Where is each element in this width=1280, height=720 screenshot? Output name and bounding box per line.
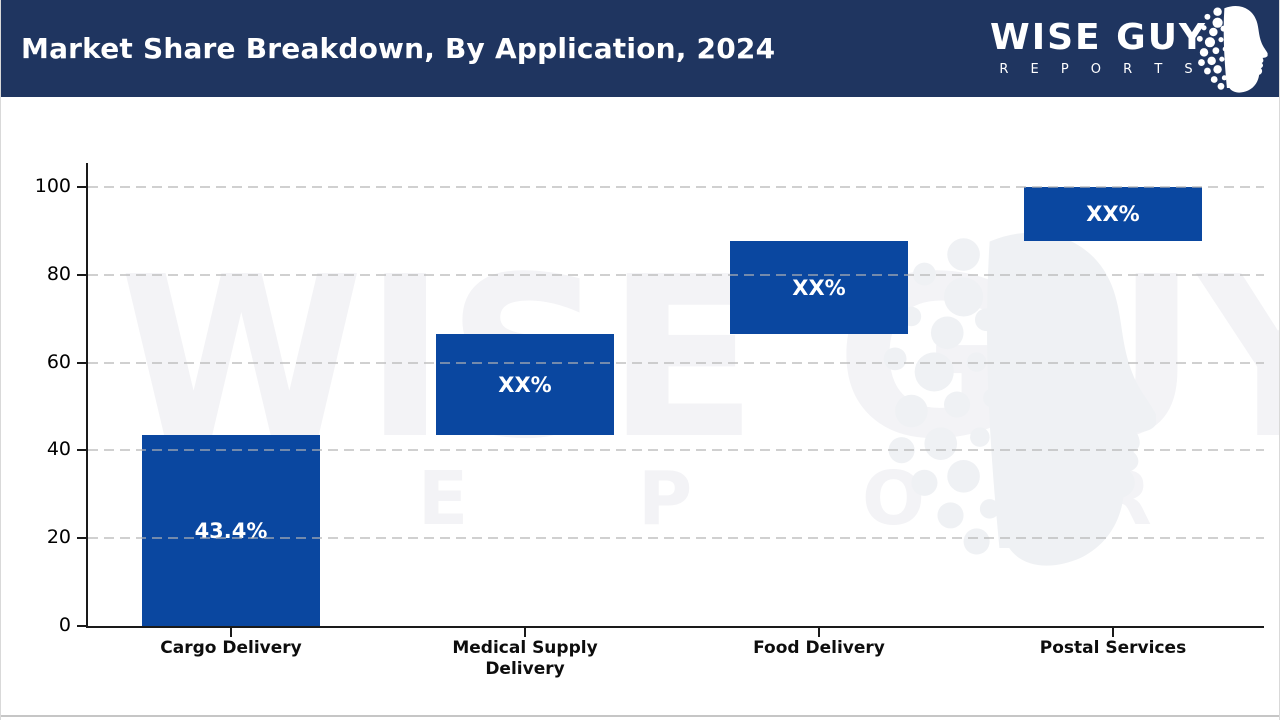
x-axis-tick xyxy=(230,628,232,637)
y-axis-tick-label: 100 xyxy=(34,175,71,197)
bar-food-delivery: XX% xyxy=(730,241,908,334)
bar-value-label: XX% xyxy=(792,275,846,300)
bar-value-label: XX% xyxy=(498,372,552,397)
y-axis-tick xyxy=(77,537,86,540)
wise-guy-logo: WISE GUY R E P O R T S xyxy=(990,2,1271,96)
chart-plot-area: 0 20 40 60 80 100 43.4% XX% XX% XX% Cargo Delive… xyxy=(1,97,1279,720)
bottom-divider xyxy=(1,715,1279,717)
bar-postal-services: XX% xyxy=(1024,187,1202,242)
x-axis-tick xyxy=(1112,628,1114,637)
bar-medical-supply-delivery: XX% xyxy=(436,333,614,436)
y-axis-tick xyxy=(77,361,86,364)
x-axis-label: Medical Supply Delivery xyxy=(452,638,598,680)
y-axis-tick-label: 40 xyxy=(46,438,71,461)
logo-wordmark: WISE GUY xyxy=(989,17,1207,58)
y-axis-tick xyxy=(77,273,86,276)
x-axis-tick xyxy=(524,628,526,637)
y-axis-spine xyxy=(86,163,88,627)
bar-cargo-delivery: 43.4% xyxy=(142,435,320,626)
face-profile-logo-icon xyxy=(1196,5,1268,93)
y-axis-tick xyxy=(77,186,86,188)
y-axis-tick-label: 60 xyxy=(46,350,71,373)
y-axis-tick-label: 0 xyxy=(58,614,71,636)
face-profile-watermark-icon xyxy=(883,232,1156,566)
gridline xyxy=(88,449,1264,452)
gridline xyxy=(88,186,1264,188)
y-axis-tick xyxy=(77,625,86,627)
x-axis-tick xyxy=(818,628,820,637)
x-axis-label: Food Delivery xyxy=(753,638,885,658)
gridline xyxy=(88,537,1264,540)
bar-value-label: XX% xyxy=(1086,202,1140,227)
x-axis-label: Cargo Delivery xyxy=(160,638,302,658)
y-axis-tick-label: 80 xyxy=(46,262,71,285)
y-axis-tick-label: 20 xyxy=(46,526,71,549)
header: Market Share Breakdown, By Application, … xyxy=(1,0,1279,97)
gridline xyxy=(88,273,1264,276)
y-axis-tick xyxy=(77,449,86,452)
logo-text: WISE GUY R E P O R T S xyxy=(989,17,1207,78)
gridline xyxy=(88,361,1264,364)
page-title: Market Share Breakdown, By Application, … xyxy=(21,32,776,65)
x-axis-label: Postal Services xyxy=(1039,638,1187,658)
x-axis-spine xyxy=(86,626,1264,628)
logo-subtitle: R E P O R T S xyxy=(999,62,1202,77)
